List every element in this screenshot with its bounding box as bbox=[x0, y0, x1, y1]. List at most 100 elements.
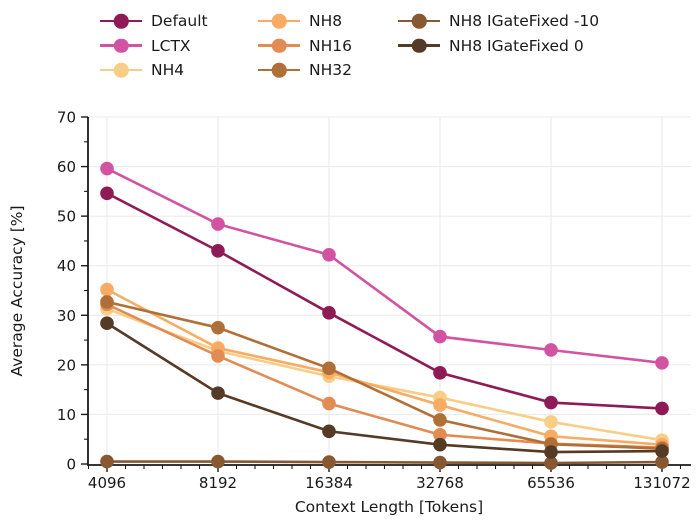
point-nh8-4096 bbox=[100, 282, 114, 297]
point-nh8-igatefixed-0-8192 bbox=[211, 386, 225, 400]
point-default-65536 bbox=[544, 395, 558, 410]
point-nh8-igatefixed-0-4096 bbox=[100, 316, 114, 331]
point-lctx-4096 bbox=[100, 161, 114, 176]
legend-label-nh8-igatefixed-10: NH8 IGateFixed -10 bbox=[449, 12, 600, 30]
legend-label-default: Default bbox=[151, 12, 208, 30]
x-axis-label: Context Length [Tokens] bbox=[295, 498, 483, 516]
y-axis-label: Average Accuracy [%] bbox=[8, 205, 26, 376]
point-default-16384 bbox=[322, 306, 336, 320]
series-nh32 bbox=[100, 295, 669, 456]
tick-label-y-40: 40 bbox=[57, 257, 76, 275]
tick-label-y-70: 70 bbox=[57, 109, 76, 127]
legend-label-nh8-igatefixed-0: NH8 IGateFixed 0 bbox=[449, 36, 584, 55]
point-nh8-igatefixed-10-8192 bbox=[211, 454, 225, 469]
series-line-nh8 bbox=[105, 288, 664, 446]
series-line-nh8-igatefixed-0 bbox=[105, 321, 664, 454]
series-line-lctx bbox=[105, 167, 664, 365]
legend-dot-icon bbox=[271, 62, 287, 78]
axis-spines bbox=[87, 117, 691, 466]
legend-item-lctx: LCTX bbox=[100, 37, 191, 55]
tick-label-y-20: 20 bbox=[57, 356, 76, 374]
legend-dot-icon bbox=[271, 38, 287, 53]
legend-label-nh4: NH4 bbox=[151, 61, 185, 79]
series-nh8-igatefixed-10 bbox=[100, 454, 669, 470]
tick-label-y-0: 0 bbox=[66, 456, 76, 474]
chart-legend: Default LCTX NH4 NH8 NH16 NH32 NH8 IGateFixed … bbox=[0, 0, 699, 92]
point-nh32-8192 bbox=[211, 320, 225, 335]
legend-item-nh8-igatefixed-10: NH8 IGateFixed -10 bbox=[398, 12, 599, 30]
legend-dot-icon bbox=[411, 13, 427, 29]
point-default-131072 bbox=[655, 401, 669, 416]
legend-dot-icon bbox=[113, 13, 129, 29]
legend-item-default: Default bbox=[100, 12, 208, 30]
point-nh8-igatefixed-10-65536 bbox=[544, 456, 558, 470]
legend-marker-icon bbox=[100, 62, 142, 78]
tick-label-x-16384: 16384 bbox=[305, 474, 353, 492]
legend-marker-icon bbox=[398, 38, 440, 53]
legend-label-nh8: NH8 bbox=[309, 12, 343, 30]
point-lctx-131072 bbox=[655, 356, 669, 370]
tick-label-y-60: 60 bbox=[57, 158, 76, 176]
legend-marker-icon bbox=[258, 62, 300, 78]
series-line-default bbox=[105, 192, 664, 410]
point-nh8-igatefixed-0-65536 bbox=[544, 445, 558, 459]
point-nh8-igatefixed-10-4096 bbox=[100, 454, 114, 469]
tick-label-y-10: 10 bbox=[57, 406, 76, 424]
point-default-8192 bbox=[211, 244, 225, 258]
point-nh8-32768 bbox=[433, 398, 447, 412]
point-nh32-4096 bbox=[100, 295, 114, 309]
legend-label-nh32: NH32 bbox=[309, 61, 352, 79]
legend-marker-icon bbox=[258, 38, 300, 53]
point-lctx-8192 bbox=[211, 217, 225, 231]
point-nh8-igatefixed-10-16384 bbox=[322, 455, 336, 469]
series-line-nh8-igatefixed-10 bbox=[105, 460, 664, 465]
legend-dot-icon bbox=[271, 13, 287, 29]
point-nh4-65536 bbox=[544, 415, 558, 429]
series-default bbox=[100, 186, 669, 416]
series-nh4 bbox=[100, 302, 669, 448]
point-nh16-32768 bbox=[433, 427, 447, 442]
tick-label-y-30: 30 bbox=[57, 307, 76, 325]
series-lctx bbox=[100, 161, 669, 370]
tick-label-y-50: 50 bbox=[57, 208, 76, 226]
tick-labels: 0 10 20 30 40 50 60 70 4096 8192 16384 32768 65536 13… bbox=[57, 109, 691, 493]
point-nh8-igatefixed-0-131072 bbox=[655, 444, 669, 458]
point-nh8-igatefixed-0-32768 bbox=[433, 437, 447, 452]
legend-label-nh16: NH16 bbox=[309, 36, 352, 55]
legend-marker-icon bbox=[100, 38, 142, 53]
point-nh32-16384 bbox=[322, 361, 336, 376]
point-nh32-32768 bbox=[433, 413, 447, 427]
point-nh8-igatefixed-10-131072 bbox=[655, 455, 669, 469]
point-nh16-16384 bbox=[322, 396, 336, 411]
tick-label-x-8192: 8192 bbox=[199, 474, 237, 492]
tick-label-x-4096: 4096 bbox=[88, 474, 126, 492]
data-series bbox=[100, 161, 669, 470]
legend-marker-icon bbox=[398, 13, 440, 29]
legend-item-nh4: NH4 bbox=[100, 61, 184, 79]
series-nh8-igatefixed-0 bbox=[100, 316, 669, 459]
legend-marker-icon bbox=[258, 13, 300, 29]
point-nh16-8192 bbox=[211, 349, 225, 363]
tick-label-x-32768: 32768 bbox=[416, 474, 464, 492]
point-lctx-16384 bbox=[322, 248, 336, 262]
grid-lines bbox=[88, 116, 691, 465]
legend-item-nh32: NH32 bbox=[258, 61, 352, 79]
legend-marker-icon bbox=[100, 13, 142, 29]
tick-label-x-131072: 131072 bbox=[633, 474, 690, 492]
point-nh8-igatefixed-0-16384 bbox=[322, 424, 336, 439]
legend-label-lctx: LCTX bbox=[151, 36, 191, 55]
point-default-4096 bbox=[100, 186, 114, 201]
legend-dot-icon bbox=[113, 62, 129, 78]
legend-item-nh16: NH16 bbox=[258, 37, 352, 55]
series-line-nh32 bbox=[105, 300, 664, 450]
point-lctx-65536 bbox=[544, 343, 558, 357]
series-line-nh4 bbox=[105, 307, 664, 442]
point-default-32768 bbox=[433, 365, 447, 380]
tick-label-x-65536: 65536 bbox=[527, 474, 575, 492]
point-lctx-32768 bbox=[433, 329, 447, 344]
legend-item-nh8-igatefixed-0: NH8 IGateFixed 0 bbox=[398, 37, 584, 55]
legend-item-nh8: NH8 bbox=[258, 12, 342, 30]
point-nh8-igatefixed-10-32768 bbox=[433, 455, 447, 470]
